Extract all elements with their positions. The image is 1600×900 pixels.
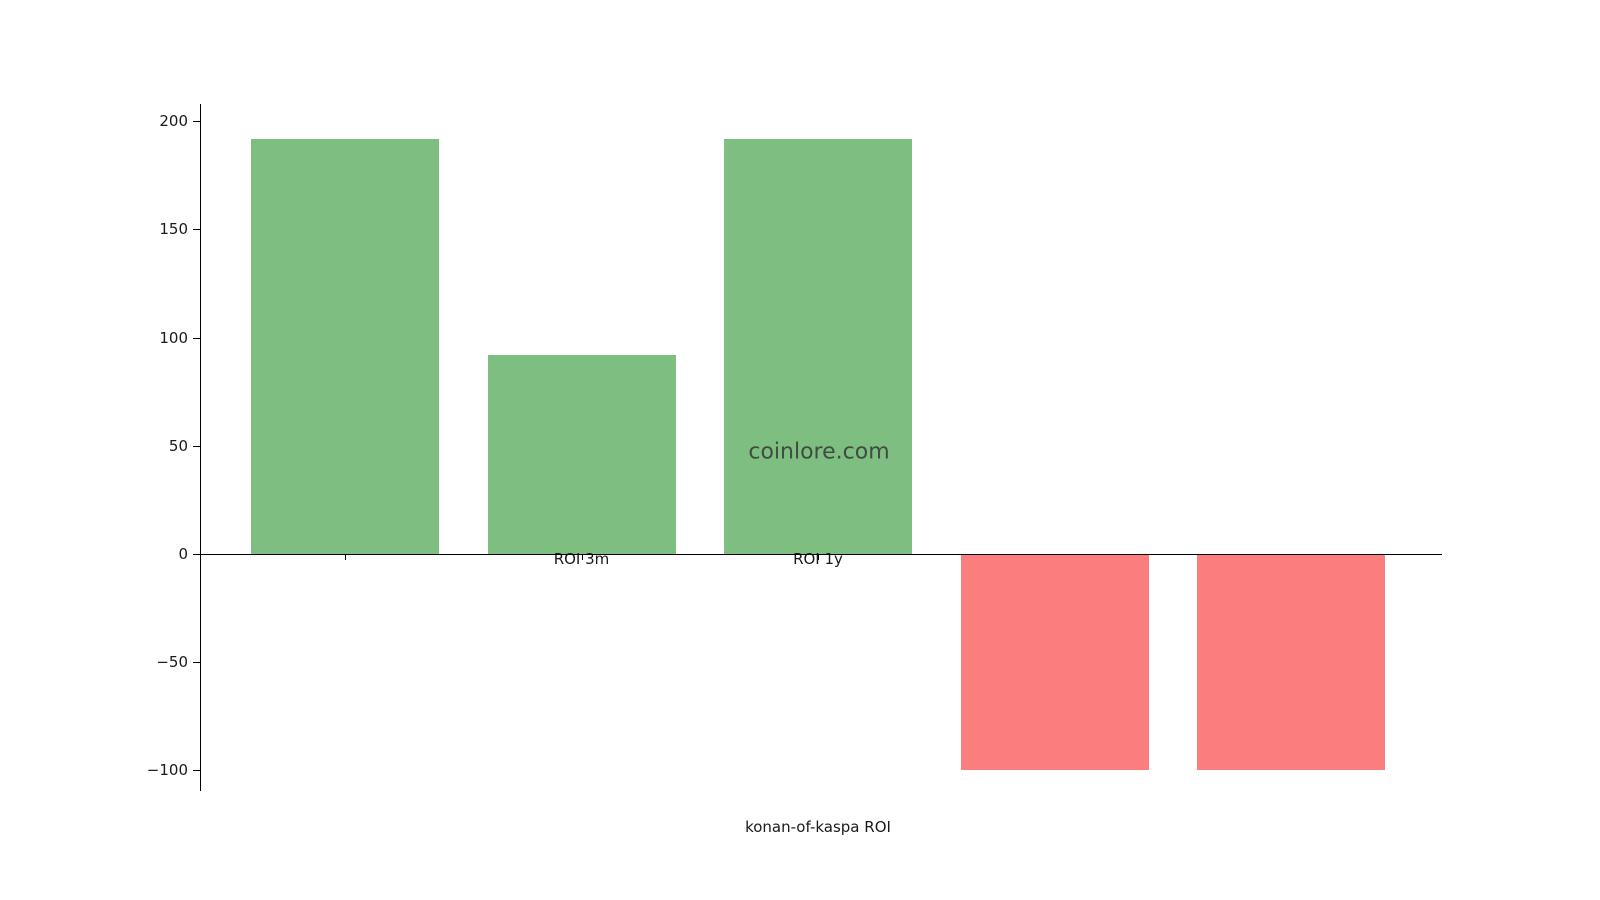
y-tick-label: −50 (156, 653, 188, 672)
y-tick-label: 50 (168, 436, 188, 455)
x-tick (581, 554, 583, 560)
y-tick (193, 121, 200, 123)
x-tick (818, 554, 819, 560)
x-axis-label: konan-of-kaspa ROI (745, 818, 891, 836)
y-tick (193, 662, 200, 664)
y-tick (193, 229, 200, 231)
bar-ROI 3m (487, 354, 676, 554)
y-tick-label: −100 (146, 761, 188, 780)
y-tick-label: 200 (159, 112, 188, 131)
y-tick-label: 0 (178, 545, 188, 563)
x-tick (345, 554, 346, 560)
bar-roi-4 (1197, 554, 1385, 771)
bar-roi-0 (251, 138, 439, 554)
y-tick (193, 770, 200, 772)
x-axis-line (200, 554, 1442, 555)
y-tick-label: 100 (159, 328, 188, 347)
y-tick (193, 445, 200, 447)
y-tick (193, 554, 200, 555)
y-tick-label: 150 (159, 220, 188, 239)
y-tick (193, 337, 200, 339)
watermark: coinlore.com (748, 439, 890, 465)
bar-ROI 1y (724, 138, 912, 554)
y-axis-spine (200, 104, 201, 791)
bar-roi-3 (960, 554, 1149, 771)
